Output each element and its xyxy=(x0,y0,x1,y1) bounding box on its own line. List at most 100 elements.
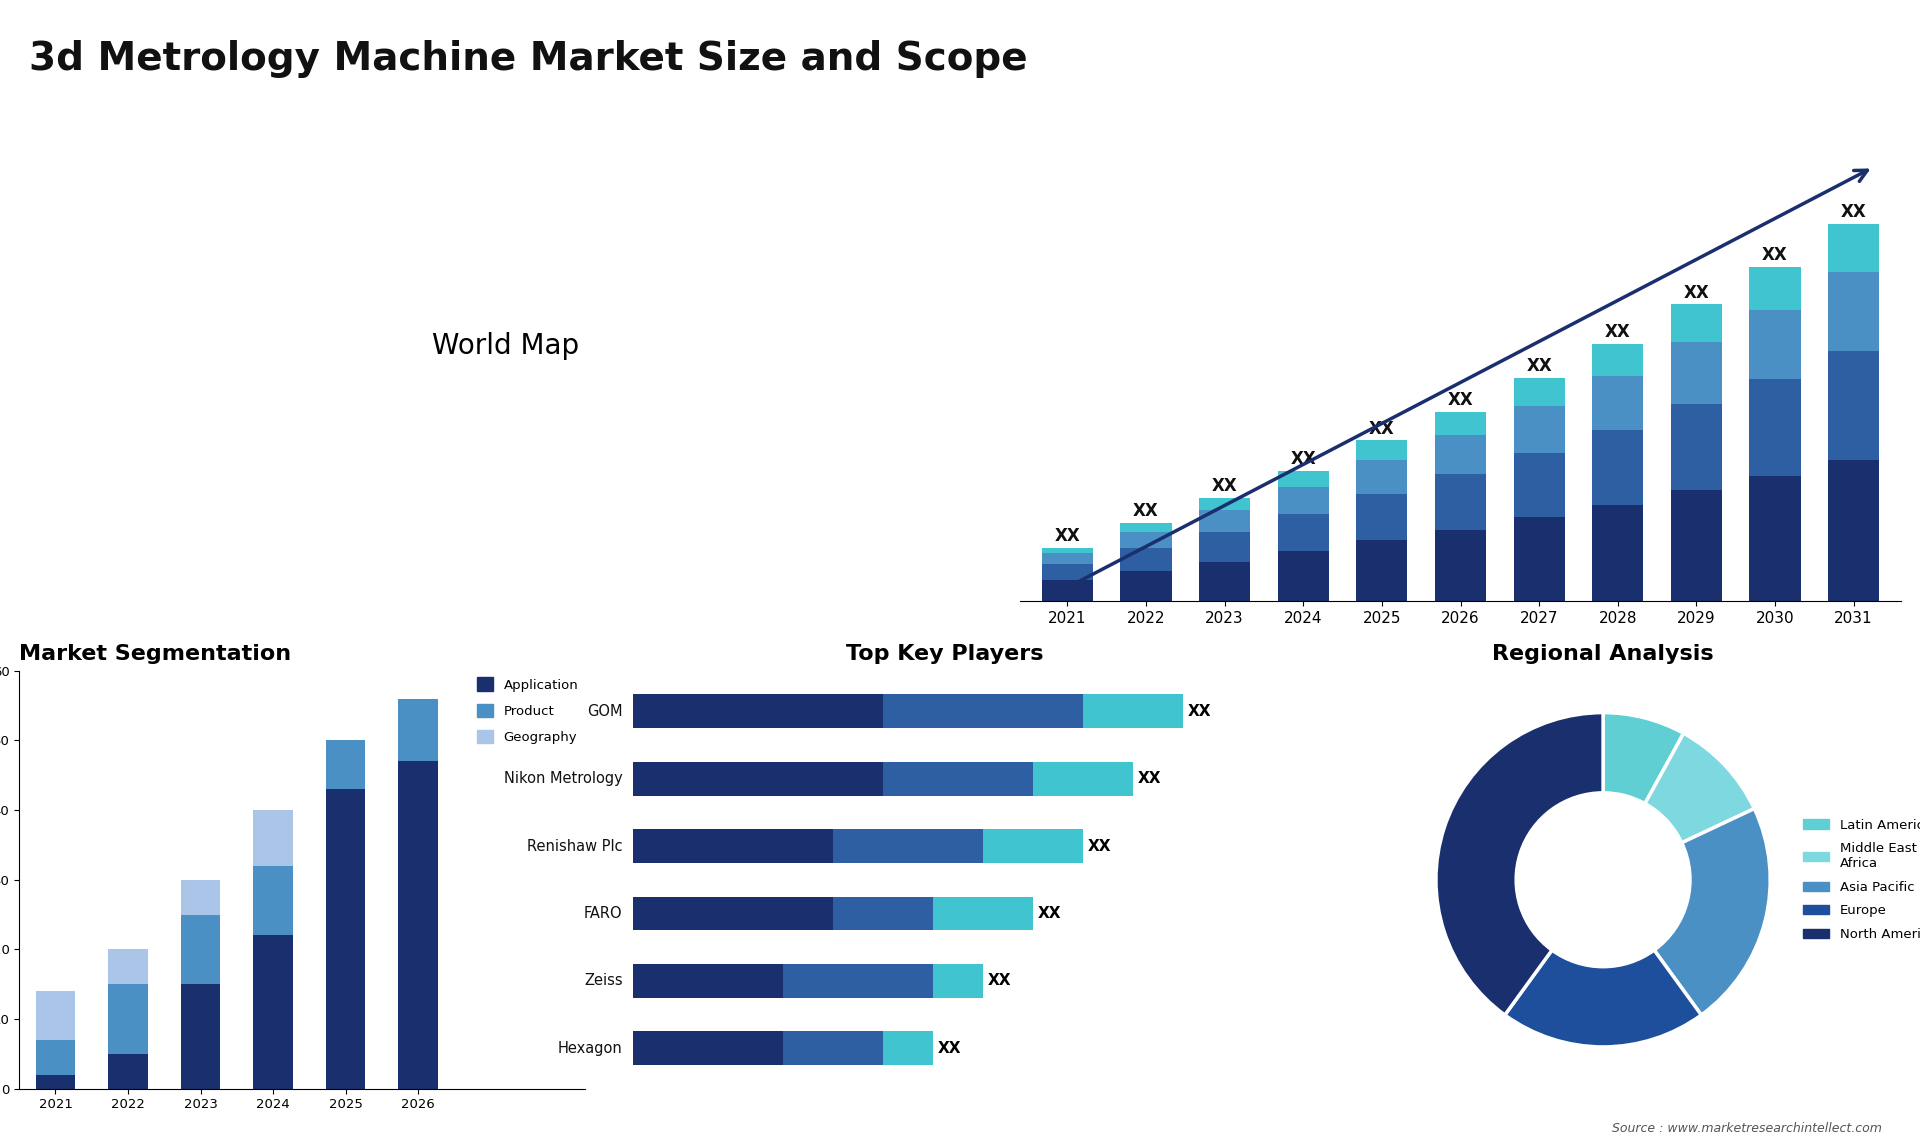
Text: XX: XX xyxy=(1526,356,1551,375)
Bar xyxy=(35,1039,75,1075)
Bar xyxy=(1434,529,1486,602)
Bar xyxy=(1749,379,1801,476)
Bar xyxy=(883,762,1033,795)
Bar xyxy=(108,949,148,984)
Bar xyxy=(1200,510,1250,532)
Bar xyxy=(833,896,933,931)
Bar xyxy=(1592,504,1644,602)
Bar xyxy=(108,1054,148,1089)
Text: Zeiss: Zeiss xyxy=(584,973,622,988)
Text: XX: XX xyxy=(1841,203,1866,221)
Bar xyxy=(1434,434,1486,474)
Bar xyxy=(397,761,438,1089)
Bar xyxy=(1277,513,1329,551)
Text: 3d Metrology Machine Market Size and Scope: 3d Metrology Machine Market Size and Sco… xyxy=(29,40,1027,78)
Text: XX: XX xyxy=(1763,246,1788,264)
Bar xyxy=(1356,460,1407,494)
Bar xyxy=(1434,474,1486,529)
Bar xyxy=(1043,580,1092,602)
Bar xyxy=(632,694,883,728)
Bar xyxy=(180,915,221,984)
Bar xyxy=(108,984,148,1054)
Bar xyxy=(632,830,833,863)
Text: XX: XX xyxy=(1037,906,1062,921)
Text: XX: XX xyxy=(1605,323,1630,342)
Wedge shape xyxy=(1645,733,1755,842)
Bar xyxy=(933,964,983,998)
Bar xyxy=(1513,517,1565,602)
Text: Market Segmentation: Market Segmentation xyxy=(19,644,292,664)
Bar xyxy=(1670,342,1722,405)
Text: Hexagon: Hexagon xyxy=(557,1041,622,1055)
Text: GOM: GOM xyxy=(588,704,622,719)
Wedge shape xyxy=(1603,713,1684,803)
Bar xyxy=(1277,471,1329,487)
Bar xyxy=(180,984,221,1089)
Bar xyxy=(632,896,833,931)
Legend: Application, Product, Geography: Application, Product, Geography xyxy=(478,677,578,744)
Wedge shape xyxy=(1436,713,1603,1015)
Bar xyxy=(632,762,883,795)
Bar xyxy=(1033,762,1133,795)
Bar xyxy=(1043,554,1092,564)
Bar xyxy=(1277,487,1329,513)
Bar xyxy=(1121,523,1171,532)
Bar xyxy=(833,830,983,863)
Text: Renishaw Plc: Renishaw Plc xyxy=(526,839,622,854)
Bar xyxy=(1513,407,1565,453)
Bar xyxy=(1513,378,1565,407)
Bar xyxy=(783,964,933,998)
Bar xyxy=(1828,460,1880,602)
Bar xyxy=(983,830,1083,863)
Bar xyxy=(253,866,294,935)
Bar xyxy=(35,1075,75,1089)
Text: FARO: FARO xyxy=(584,906,622,921)
Bar xyxy=(326,740,365,790)
Bar xyxy=(1083,694,1183,728)
Bar xyxy=(1121,571,1171,602)
Bar xyxy=(1121,532,1171,548)
Text: XX: XX xyxy=(987,973,1012,988)
Text: World Map: World Map xyxy=(432,332,580,361)
Bar xyxy=(1277,551,1329,602)
Bar xyxy=(1434,411,1486,434)
Bar xyxy=(1749,267,1801,309)
Text: XX: XX xyxy=(937,1041,962,1055)
Bar xyxy=(1592,376,1644,430)
Text: XX: XX xyxy=(1133,502,1160,520)
Bar xyxy=(1749,476,1801,602)
Bar xyxy=(1749,309,1801,379)
Bar xyxy=(326,790,365,1089)
Bar xyxy=(1592,344,1644,376)
Text: XX: XX xyxy=(1054,527,1081,544)
Bar xyxy=(253,935,294,1089)
Text: Source : www.marketresearchintellect.com: Source : www.marketresearchintellect.com xyxy=(1611,1122,1882,1135)
Bar xyxy=(1828,351,1880,460)
Bar xyxy=(397,699,438,761)
Bar xyxy=(783,1031,883,1065)
Bar xyxy=(883,1031,933,1065)
Bar xyxy=(1200,497,1250,510)
Text: XX: XX xyxy=(1448,391,1473,409)
Text: XX: XX xyxy=(1212,477,1238,495)
Legend: Latin America, Middle East &
Africa, Asia Pacific, Europe, North America: Latin America, Middle East & Africa, Asi… xyxy=(1797,814,1920,947)
Bar xyxy=(1200,562,1250,602)
Text: Nikon Metrology: Nikon Metrology xyxy=(503,771,622,786)
Bar xyxy=(1513,453,1565,517)
Bar xyxy=(1043,564,1092,580)
Text: XX: XX xyxy=(1139,771,1162,786)
Bar xyxy=(253,810,294,866)
Text: XX: XX xyxy=(1684,283,1709,301)
Title: Regional Analysis: Regional Analysis xyxy=(1492,644,1715,664)
Bar xyxy=(1828,272,1880,351)
Text: XX: XX xyxy=(1369,419,1394,438)
Bar xyxy=(1043,548,1092,554)
Text: XX: XX xyxy=(1188,704,1212,719)
Wedge shape xyxy=(1655,809,1770,1015)
Bar xyxy=(933,896,1033,931)
Bar xyxy=(1592,430,1644,504)
Text: XX: XX xyxy=(1087,839,1112,854)
Text: XX: XX xyxy=(1290,450,1315,468)
Wedge shape xyxy=(1505,950,1701,1047)
Bar xyxy=(1200,532,1250,562)
